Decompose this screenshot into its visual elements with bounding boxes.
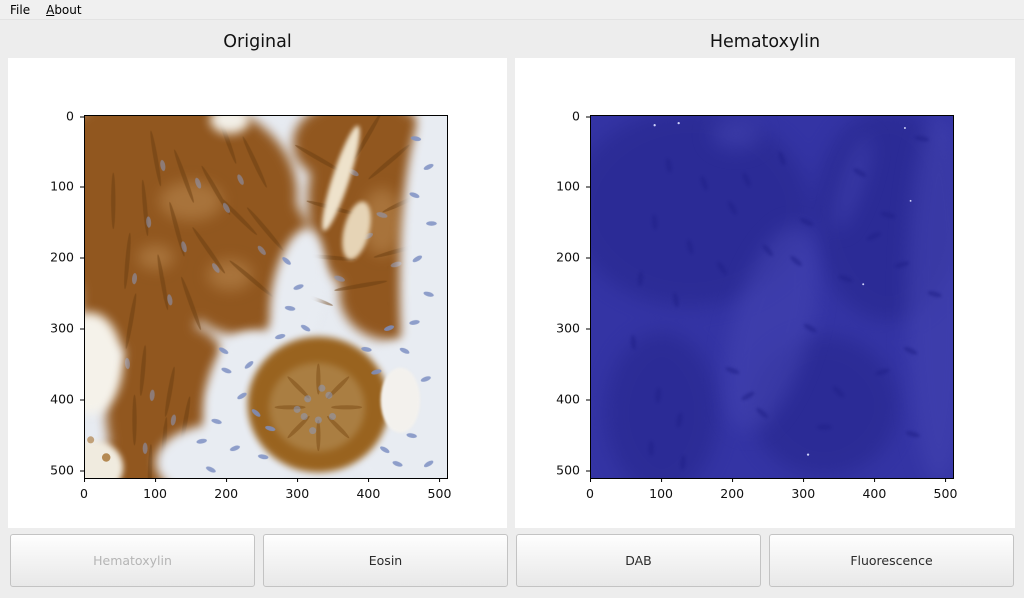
x-tick-label: 500 bbox=[933, 478, 958, 501]
menu-item-file[interactable]: File bbox=[10, 2, 31, 17]
panel-title-original: Original bbox=[223, 32, 292, 52]
y-tick-label: 400 bbox=[556, 391, 590, 407]
x-tick-label: 400 bbox=[862, 478, 887, 501]
dab-button[interactable]: DAB bbox=[516, 534, 761, 587]
menubar: File About bbox=[0, 0, 1024, 20]
eosin-button[interactable]: Eosin bbox=[263, 534, 508, 587]
y-tick-label: 200 bbox=[556, 249, 590, 265]
y-tick-label: 400 bbox=[50, 391, 84, 407]
y-tick-label: 500 bbox=[556, 462, 590, 478]
y-tick-label: 500 bbox=[50, 462, 84, 478]
menu-item-about[interactable]: About bbox=[46, 2, 82, 17]
y-tick-label: 300 bbox=[50, 320, 84, 336]
x-tick-label: 300 bbox=[791, 478, 816, 501]
hematoxylin-y-axis: 0 100 200 300 400 500 bbox=[546, 109, 590, 479]
hematoxylin-image bbox=[590, 115, 954, 479]
y-tick-label: 200 bbox=[50, 249, 84, 265]
stain-button-row: Hematoxylin Eosin DAB Fluorescence bbox=[0, 534, 1024, 588]
panel-title-hematoxylin: Hematoxylin bbox=[709, 32, 821, 52]
original-image bbox=[84, 115, 448, 479]
x-tick-label: 100 bbox=[649, 478, 674, 501]
x-tick-label: 200 bbox=[214, 478, 239, 501]
y-tick-label: 100 bbox=[556, 178, 590, 194]
hematoxylin-button[interactable]: Hematoxylin bbox=[10, 534, 255, 587]
y-tick-label: 100 bbox=[50, 178, 84, 194]
x-tick-label: 400 bbox=[356, 478, 381, 501]
hematoxylin-x-axis: 0 100 200 300 400 500 bbox=[586, 478, 957, 501]
y-tick-label: 0 bbox=[572, 108, 590, 124]
original-y-axis: 0 100 200 300 400 500 bbox=[40, 109, 84, 479]
y-tick-label: 300 bbox=[556, 320, 590, 336]
hematoxylin-channel-graphic bbox=[591, 116, 953, 478]
original-histology-graphic bbox=[85, 116, 447, 478]
x-tick-label: 100 bbox=[143, 478, 168, 501]
x-tick-label: 0 bbox=[586, 478, 594, 501]
x-tick-label: 300 bbox=[285, 478, 310, 501]
fluorescence-button[interactable]: Fluorescence bbox=[769, 534, 1014, 587]
x-tick-label: 200 bbox=[720, 478, 745, 501]
original-x-axis: 0 100 200 300 400 500 bbox=[80, 478, 451, 501]
y-tick-label: 0 bbox=[66, 108, 84, 124]
x-tick-label: 500 bbox=[427, 478, 452, 501]
x-tick-label: 0 bbox=[80, 478, 88, 501]
